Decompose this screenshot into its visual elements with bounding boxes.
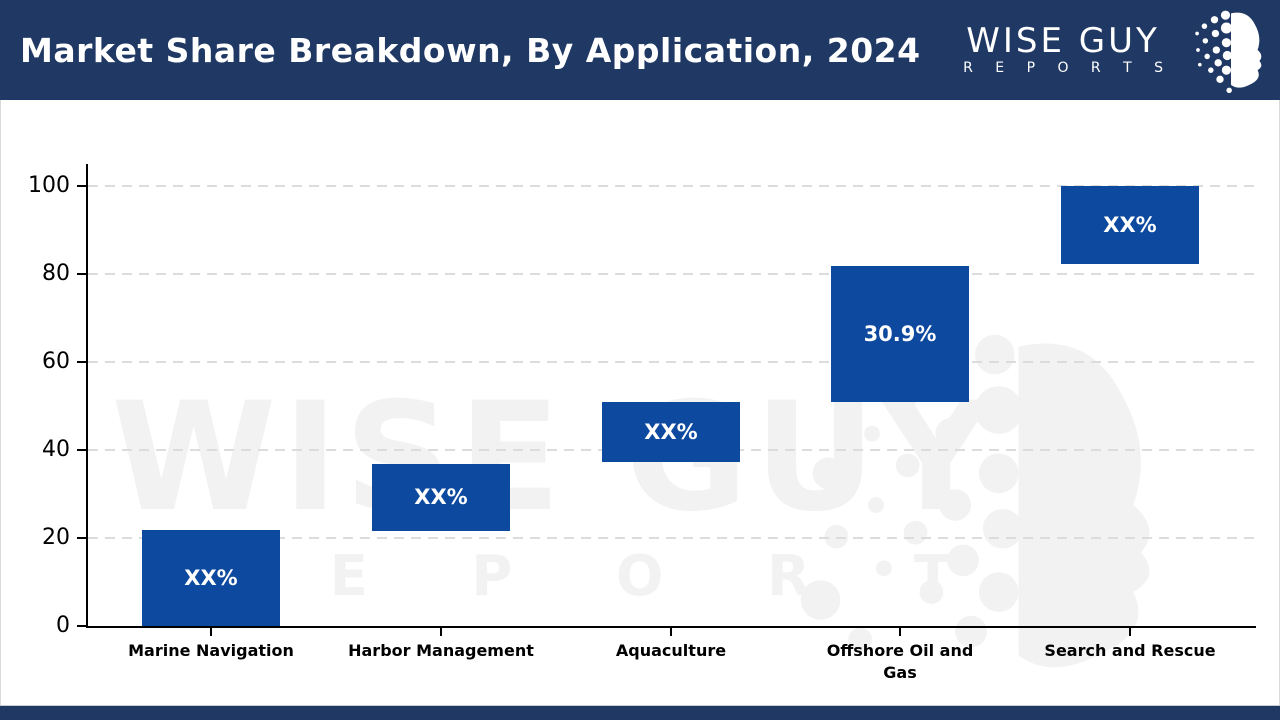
logo-head-icon — [1195, 10, 1262, 94]
watermark-subtitle: R E P O R T S — [183, 544, 1138, 609]
page-title: Market Share Breakdown, By Application, … — [20, 30, 921, 70]
watermark-head-icon — [800, 334, 1150, 668]
logo-wordmark: WISE GUY — [966, 21, 1160, 61]
chart-area: WISE GUY R E P O R T S — [0, 100, 1280, 706]
logo-subtitle: R E P O R T S — [963, 60, 1172, 76]
logo-text: WISE GUY R E P O R T S — [954, 23, 1172, 77]
watermark-wordmark: WISE GUY — [111, 371, 997, 545]
header-bar: Market Share Breakdown, By Application, … — [0, 0, 1280, 100]
wise-guy-reports-logo: WISE GUY R E P O R T S — [954, 6, 1280, 94]
footer-bar — [0, 705, 1280, 720]
